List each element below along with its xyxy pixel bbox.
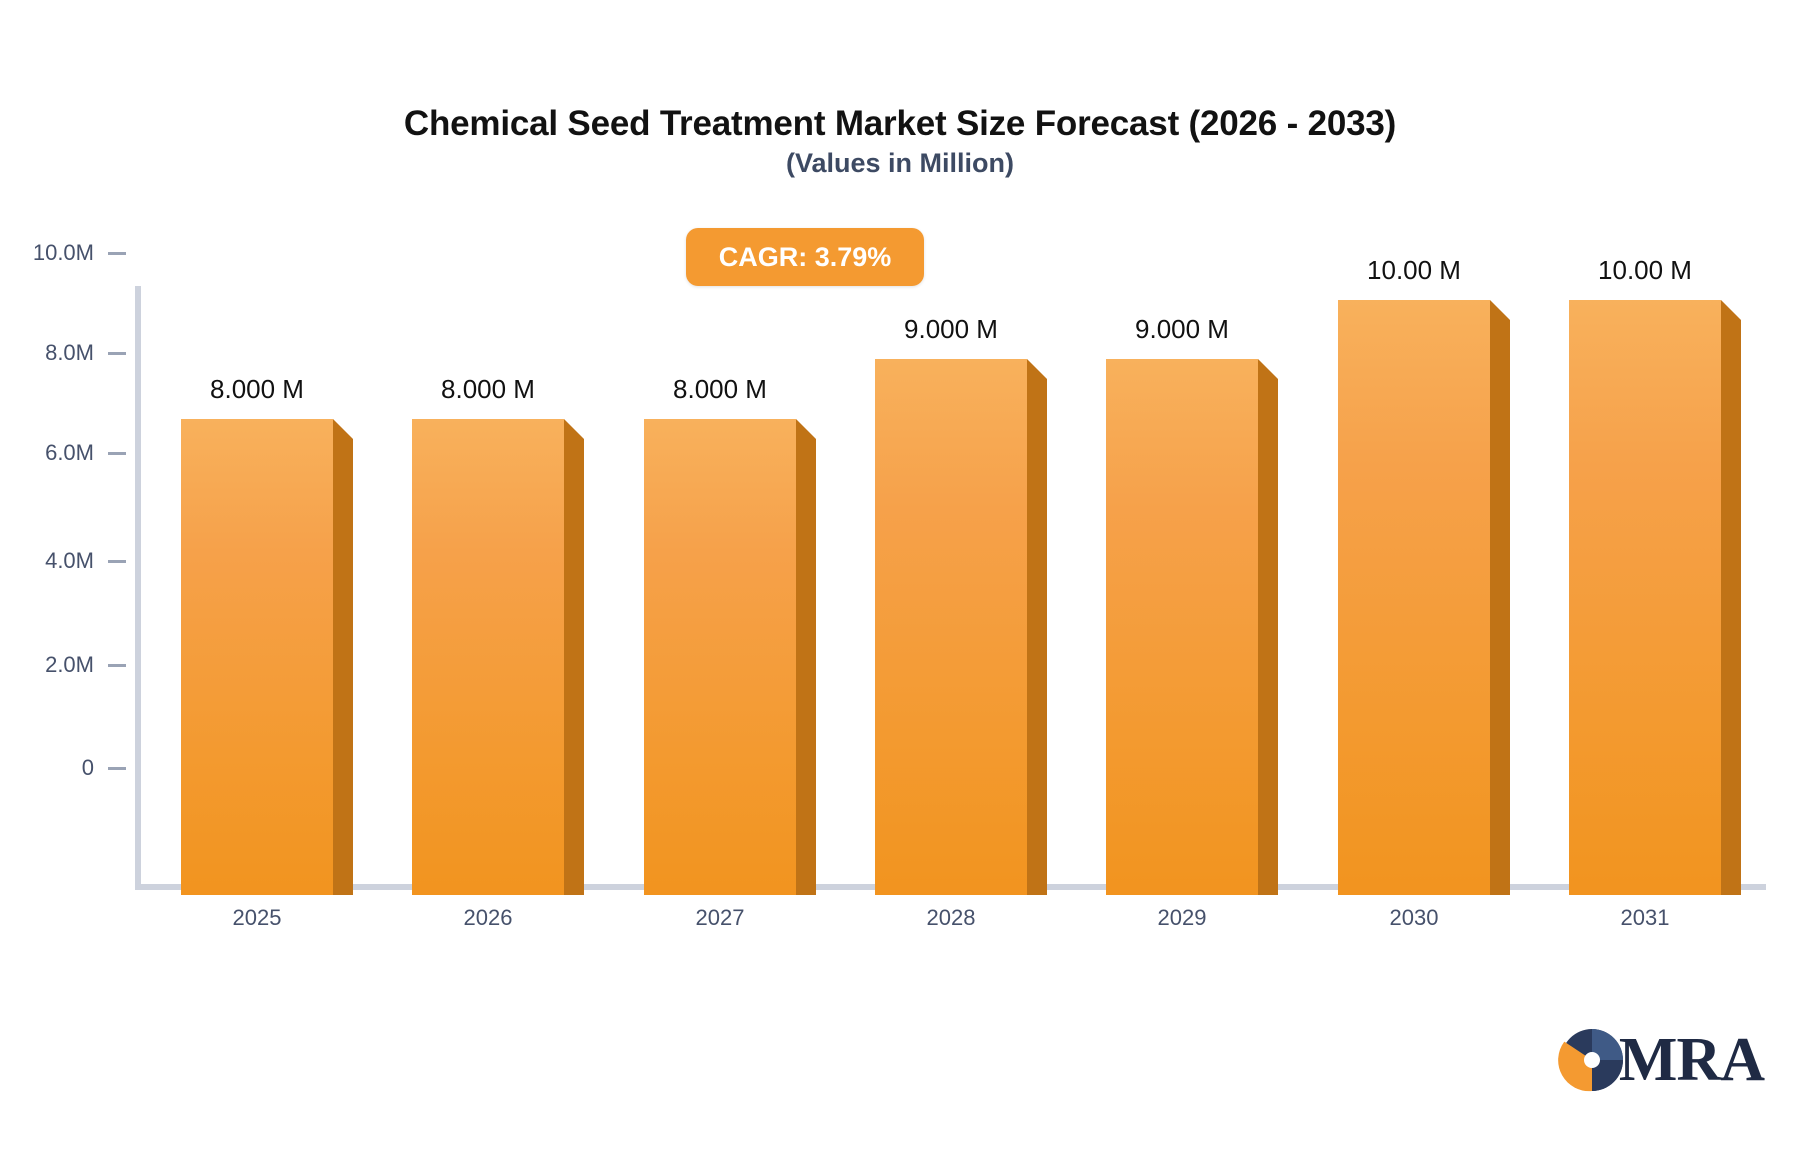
bar-top-bevel — [333, 419, 353, 439]
bar-side-face — [1027, 379, 1047, 895]
mra-logo: MRA — [1555, 1022, 1765, 1098]
y-tick-label: 2.0M — [45, 652, 94, 677]
bar-side-face — [564, 439, 584, 895]
y-tick-mark — [108, 451, 126, 455]
bar-top-bevel — [1721, 300, 1741, 320]
bar-front-face — [875, 359, 1027, 895]
y-tick-label: 0 — [81, 755, 94, 780]
y-axis-line — [135, 286, 141, 888]
pie-chart-icon — [1555, 1023, 1629, 1097]
y-tick: 2.0M — [0, 652, 135, 677]
y-tick-mark — [108, 251, 126, 255]
bar-front-face — [181, 419, 333, 895]
x-tick-label: 2030 — [1389, 905, 1439, 930]
y-tick-mark — [108, 663, 126, 667]
bar-side-face — [1258, 379, 1278, 895]
bar-side-face — [796, 439, 816, 895]
bar-value-label: 8.000 M — [441, 374, 535, 404]
bar-value-label: 10.00 M — [1598, 255, 1692, 285]
bar-top-bevel — [1490, 300, 1510, 320]
x-tick-label: 2025 — [232, 905, 282, 930]
bar-side-face — [333, 439, 353, 895]
bar-top-bevel — [1027, 359, 1047, 379]
bar: 10.00 M — [1569, 255, 1741, 895]
x-tick-label: 2029 — [1157, 905, 1207, 930]
chart-subtitle: (Values in Million) — [785, 148, 1015, 178]
bar-top-bevel — [564, 419, 584, 439]
bar-front-face — [412, 419, 564, 895]
bar-value-label: 10.00 M — [1367, 255, 1461, 285]
cagr-badge: CAGR: 3.79% — [686, 228, 924, 286]
x-tick-label: 2031 — [1620, 905, 1670, 930]
bar: 8.000 M — [181, 374, 353, 895]
bar-side-face — [1490, 320, 1510, 895]
bar: 8.000 M — [412, 374, 584, 895]
y-tick: 4.0M — [0, 548, 135, 573]
bar-value-label: 8.000 M — [673, 374, 767, 404]
y-tick-label: 10.0M — [32, 240, 94, 265]
x-tick-label: 2028 — [926, 905, 976, 930]
y-tick-label: 8.0M — [45, 340, 94, 365]
y-tick-mark — [108, 766, 126, 770]
y-tick-label: 6.0M — [45, 440, 94, 465]
bar: 9.000 M — [1106, 314, 1278, 895]
y-tick: 10.0M — [0, 240, 135, 265]
bar-value-label: 9.000 M — [1135, 314, 1229, 344]
y-tick-mark — [108, 351, 126, 355]
bar: 9.000 M — [875, 314, 1047, 895]
y-tick: 6.0M — [0, 440, 135, 465]
y-tick: 8.0M — [0, 340, 135, 365]
cagr-badge-label: CAGR: 3.79% — [718, 241, 892, 272]
y-tick-label: 4.0M — [45, 548, 94, 573]
bar-value-label: 8.000 M — [210, 374, 304, 404]
y-tick-mark — [108, 559, 126, 563]
x-tick-label: 2027 — [695, 905, 745, 930]
x-tick-label: 2026 — [463, 905, 513, 930]
bar-top-bevel — [1258, 359, 1278, 379]
bar-front-face — [1338, 300, 1490, 895]
logo-text: MRA — [1618, 1026, 1765, 1094]
plot-area: 8.000 M 8.000 M 8.000 M 9.000 M 9.000 M 10.00… — [135, 255, 1755, 895]
chart-title: Chemical Seed Treatment Market Size Fore… — [403, 104, 1397, 143]
bar-front-face — [1106, 359, 1258, 895]
bar-side-face — [1721, 320, 1741, 895]
bar-front-face — [644, 419, 796, 895]
y-tick: 0 — [0, 755, 135, 780]
bar: 8.000 M — [644, 374, 816, 895]
bar-top-bevel — [796, 419, 816, 439]
bar-value-label: 9.000 M — [904, 314, 998, 344]
bar: 10.00 M — [1338, 255, 1510, 895]
bar-front-face — [1569, 300, 1721, 895]
